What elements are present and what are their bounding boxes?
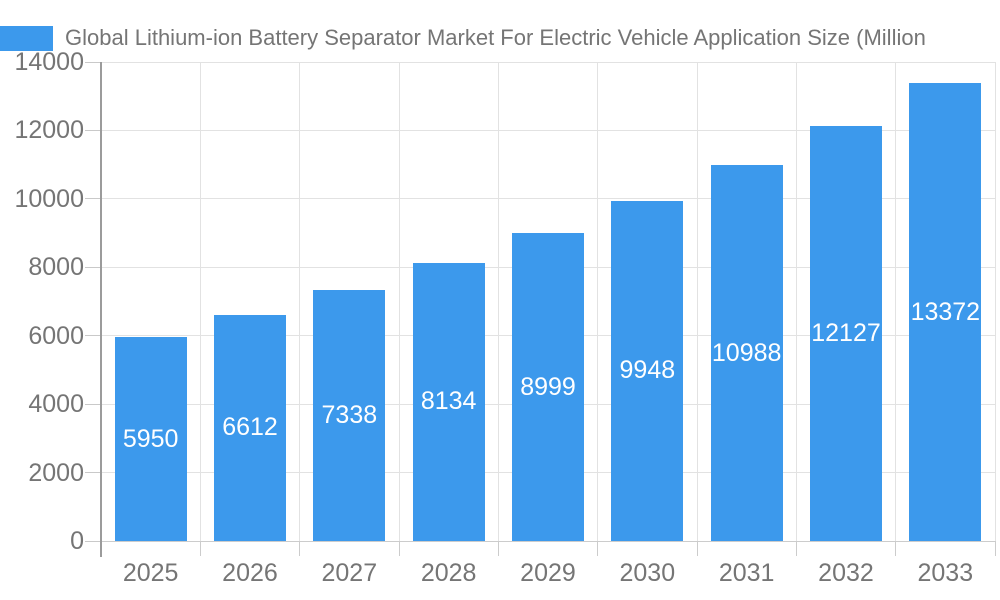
x-tick-label: 2028 <box>420 559 477 587</box>
x-axis-tick <box>795 541 797 556</box>
x-axis-tick <box>597 541 599 556</box>
bar-value-label: 9948 <box>619 356 676 385</box>
gridline-vertical <box>597 62 599 541</box>
y-tick-label: 0 <box>70 527 84 555</box>
gridline-vertical <box>497 62 499 541</box>
y-axis-tick <box>85 540 101 542</box>
bar[interactable]: 10988 <box>710 165 783 541</box>
y-axis-tick <box>85 129 101 131</box>
bar[interactable]: 8134 <box>412 262 485 541</box>
y-axis-tick <box>85 335 101 337</box>
x-tick-label: 2029 <box>520 559 576 587</box>
x-tick-label: 2030 <box>619 559 676 587</box>
x-axis-tick <box>299 541 301 556</box>
x-axis-tick <box>398 541 400 556</box>
x-axis-tick <box>497 541 499 556</box>
x-axis-tick <box>696 541 698 556</box>
y-tick-label: 14000 <box>14 48 84 76</box>
x-axis-tick <box>895 541 897 556</box>
bar-value-label: 8134 <box>420 387 477 416</box>
gridline-vertical <box>795 62 797 541</box>
y-tick-label: 12000 <box>14 116 84 145</box>
gridline-vertical <box>994 62 996 541</box>
x-axis-tick <box>199 541 201 556</box>
x-tick-label: 2033 <box>917 559 974 587</box>
x-tick-label: 2026 <box>222 559 278 587</box>
bar-value-label: 13372 <box>910 297 981 326</box>
chart-title: Global Lithium-ion Battery Separator Mar… <box>65 25 926 50</box>
bar[interactable]: 8999 <box>512 233 584 541</box>
x-tick-label: 2025 <box>122 559 179 587</box>
bar[interactable]: 12127 <box>810 126 882 541</box>
x-tick-label: 2032 <box>818 559 874 587</box>
y-tick-label: 6000 <box>28 321 84 350</box>
y-tick-label: 2000 <box>28 458 84 487</box>
y-axis-tick <box>85 61 101 63</box>
y-axis-tick <box>85 198 101 200</box>
gridline-vertical <box>398 62 400 541</box>
x-tick-label: 2027 <box>321 559 378 587</box>
bar-value-label: 10988 <box>711 338 782 367</box>
y-tick-label: 10000 <box>14 184 84 213</box>
gridline-horizontal <box>101 198 995 200</box>
bar-value-label: 12127 <box>811 319 881 348</box>
bar[interactable]: 9948 <box>611 200 684 541</box>
legend-swatch <box>0 26 53 51</box>
gridline-horizontal <box>101 61 995 63</box>
gridline-horizontal <box>101 540 995 542</box>
y-axis-tick <box>85 266 101 268</box>
bar-value-label: 5950 <box>122 424 179 453</box>
bar-value-label: 7338 <box>321 400 378 429</box>
bar[interactable]: 13372 <box>909 83 982 541</box>
bar[interactable]: 5950 <box>114 337 187 541</box>
y-tick-label: 4000 <box>28 390 84 419</box>
x-axis-tick <box>994 541 996 556</box>
gridline-horizontal <box>101 129 995 131</box>
gridline-vertical <box>299 62 301 541</box>
y-axis-line <box>100 62 102 557</box>
gridline-vertical <box>696 62 698 541</box>
y-axis-tick <box>85 403 101 405</box>
x-tick-label: 2031 <box>718 559 775 587</box>
y-axis-tick <box>85 472 101 474</box>
bar[interactable]: 6612 <box>214 314 286 541</box>
gridline-vertical <box>895 62 897 541</box>
gridline-vertical <box>199 62 201 541</box>
bar-value-label: 8999 <box>520 372 576 401</box>
bar[interactable]: 7338 <box>313 289 386 541</box>
bar-value-label: 6612 <box>222 413 278 442</box>
y-tick-label: 8000 <box>28 253 84 282</box>
